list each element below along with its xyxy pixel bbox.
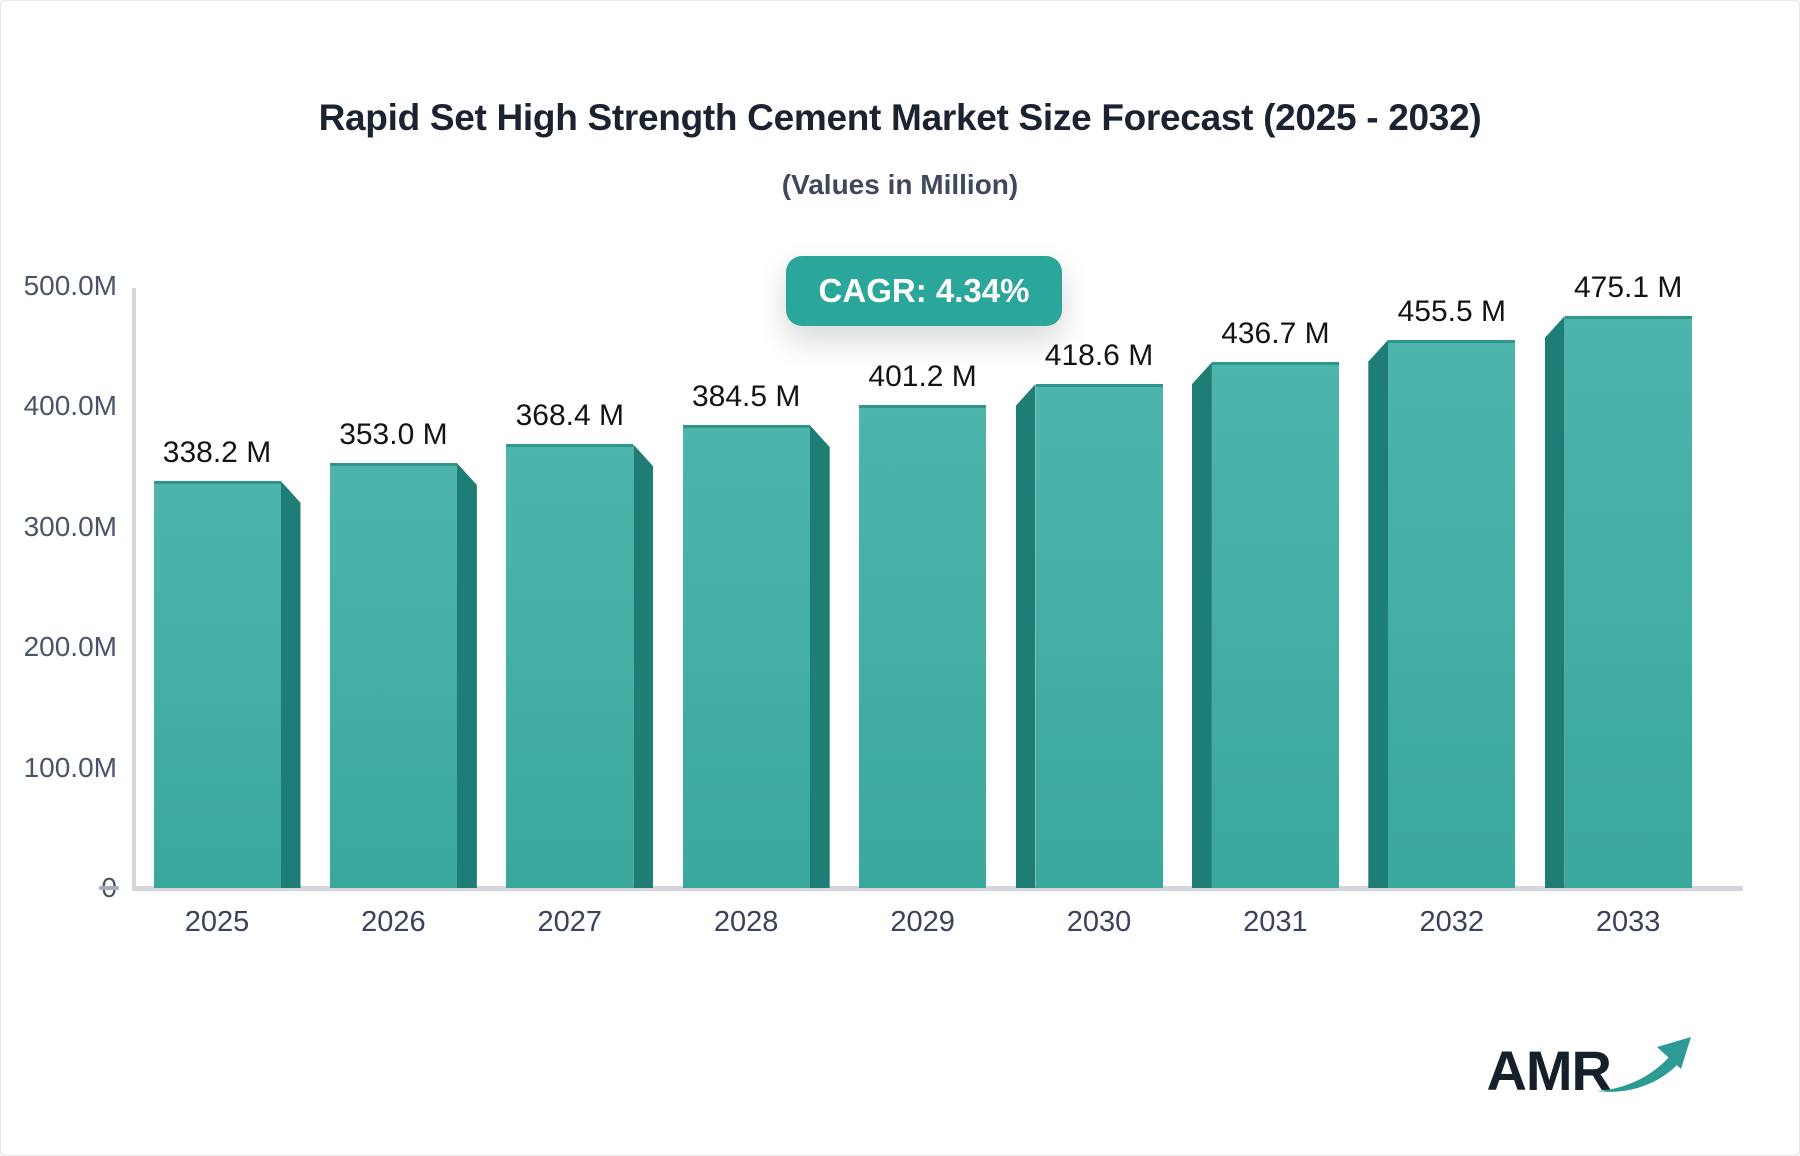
bar-2026 (329, 462, 457, 888)
x-axis-tick-label: 2030 (1066, 906, 1132, 938)
y-axis-line (132, 288, 136, 888)
bar-value-label: 368.4 M (515, 399, 624, 433)
y-axis-tick-label: 200.0M (23, 631, 117, 663)
trend-arrow-icon (1597, 1037, 1691, 1092)
cagr-badge: CAGR: 4.34% (786, 256, 1062, 326)
bar-side-face (456, 462, 477, 888)
x-axis-tick-label: 2031 (1243, 906, 1308, 938)
y-axis-tick-label: 100.0M (23, 751, 117, 783)
bar-2033 (1564, 315, 1692, 888)
x-axis-tick-label: 2025 (184, 906, 250, 938)
bar-value-label: 418.6 M (1044, 339, 1154, 372)
y-axis-tick-label: 500.0M (23, 270, 117, 301)
bar-value-label: 436.7 M (1221, 317, 1330, 351)
amr-logo: AMR (1486, 1037, 1699, 1102)
bar-2028 (682, 425, 810, 888)
chart-title: Rapid Set High Strength Cement Market Si… (318, 97, 1482, 138)
y-axis-zero-tick (99, 886, 119, 890)
bar-side-face (633, 444, 654, 888)
bar-2032 (1388, 339, 1516, 888)
bar-2031 (1211, 362, 1339, 888)
bar-value-label: 338.2 M (162, 435, 272, 469)
x-axis-tick-label: 2026 (361, 906, 426, 938)
bar-2030 (1035, 384, 1163, 888)
x-axis-tick-label: 2033 (1595, 906, 1661, 938)
x-axis-tick-label: 2027 (537, 906, 603, 938)
x-axis-tick-label: 2028 (713, 906, 779, 938)
x-axis-line (132, 886, 1743, 891)
x-axis-tick-label: 2029 (890, 906, 955, 938)
bar-2027 (506, 444, 634, 888)
bar-value-label: 475.1 M (1573, 270, 1683, 304)
bar-side-face (1544, 315, 1565, 888)
amr-logo-text: AMR (1486, 1039, 1612, 1102)
bar-2029 (859, 404, 987, 888)
y-axis-tick-label: 300.0M (23, 510, 117, 542)
y-axis-tick-label: 400.0M (23, 390, 117, 422)
bar-side-face (809, 425, 830, 888)
bar-side-face (1368, 339, 1389, 888)
bar-side-face (1191, 362, 1212, 888)
bar-value-label: 384.5 M (691, 380, 801, 414)
chart-subtitle: (Values in Million) (781, 169, 1019, 200)
bar-2025 (153, 480, 281, 888)
bar-side-face (1015, 384, 1036, 888)
bar-side-face (280, 480, 301, 888)
x-axis-tick-label: 2032 (1419, 906, 1485, 938)
bar-value-label: 455.5 M (1397, 294, 1506, 328)
bar-value-label: 401.2 M (868, 359, 977, 393)
bar-value-label: 353.0 M (339, 417, 448, 451)
